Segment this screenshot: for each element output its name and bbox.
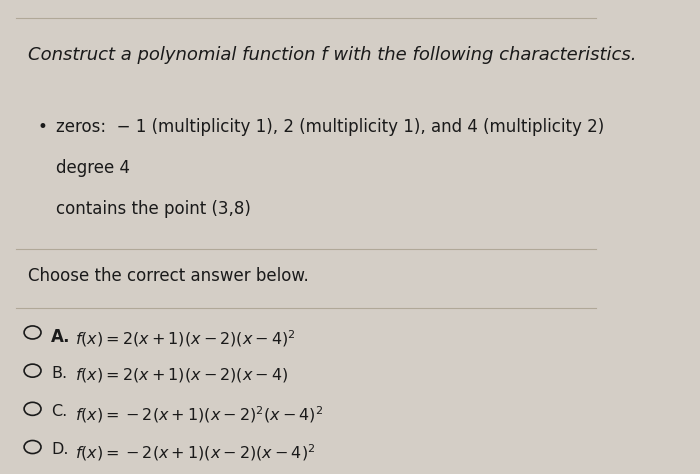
Text: degree 4: degree 4: [55, 159, 130, 177]
Text: zeros:  − 1 (multiplicity 1), 2 (multiplicity 1), and 4 (multiplicity 2): zeros: − 1 (multiplicity 1), 2 (multipli…: [55, 118, 604, 136]
Text: $f(x) = -2(x + 1)(x - 2)^2(x - 4)^2$: $f(x) = -2(x + 1)(x - 2)^2(x - 4)^2$: [76, 404, 323, 425]
Text: D.: D.: [51, 442, 69, 457]
Text: Construct a polynomial function f with the following characteristics.: Construct a polynomial function f with t…: [28, 46, 637, 64]
Text: Choose the correct answer below.: Choose the correct answer below.: [28, 267, 309, 285]
Text: •: •: [37, 118, 48, 136]
Text: C.: C.: [51, 404, 67, 419]
Text: A.: A.: [51, 328, 71, 346]
Text: $f(x) = 2(x + 1)(x - 2)(x - 4)^2$: $f(x) = 2(x + 1)(x - 2)(x - 4)^2$: [76, 328, 296, 348]
Text: $f(x) = 2(x + 1)(x - 2)(x - 4)$: $f(x) = 2(x + 1)(x - 2)(x - 4)$: [76, 366, 289, 384]
Text: B.: B.: [51, 366, 67, 381]
Text: contains the point (3,8): contains the point (3,8): [55, 200, 251, 218]
Text: $f(x) = -2(x + 1)(x - 2)(x - 4)^2$: $f(x) = -2(x + 1)(x - 2)(x - 4)^2$: [76, 442, 316, 463]
